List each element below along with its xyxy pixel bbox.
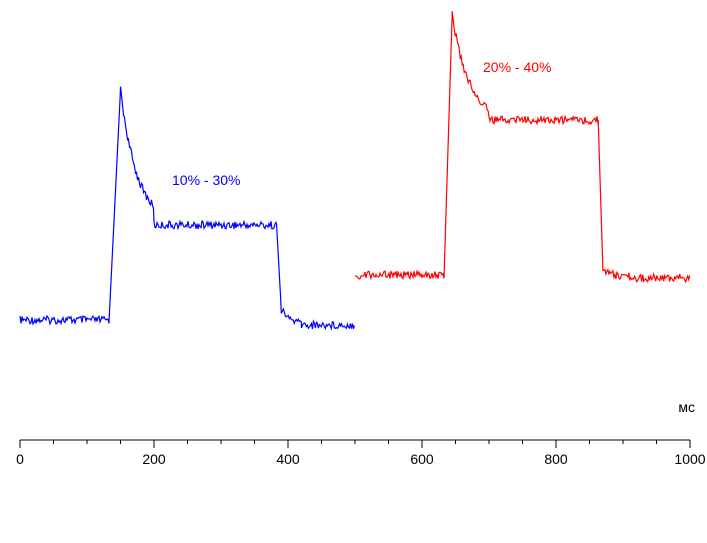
svg-text:800: 800 — [544, 451, 568, 467]
series-label: 10% - 30% — [172, 172, 240, 188]
svg-text:1000: 1000 — [674, 451, 705, 467]
svg-text:400: 400 — [276, 451, 300, 467]
svg-text:0: 0 — [16, 451, 24, 467]
svg-text:600: 600 — [410, 451, 434, 467]
series-label: 20% - 40% — [483, 59, 551, 75]
svg-text:200: 200 — [142, 451, 166, 467]
step-response-chart: 0 200 400 600 800 1000 мс 10% - 30% 20% - 40% — [0, 0, 707, 543]
svg-text:мс: мс — [678, 399, 695, 415]
